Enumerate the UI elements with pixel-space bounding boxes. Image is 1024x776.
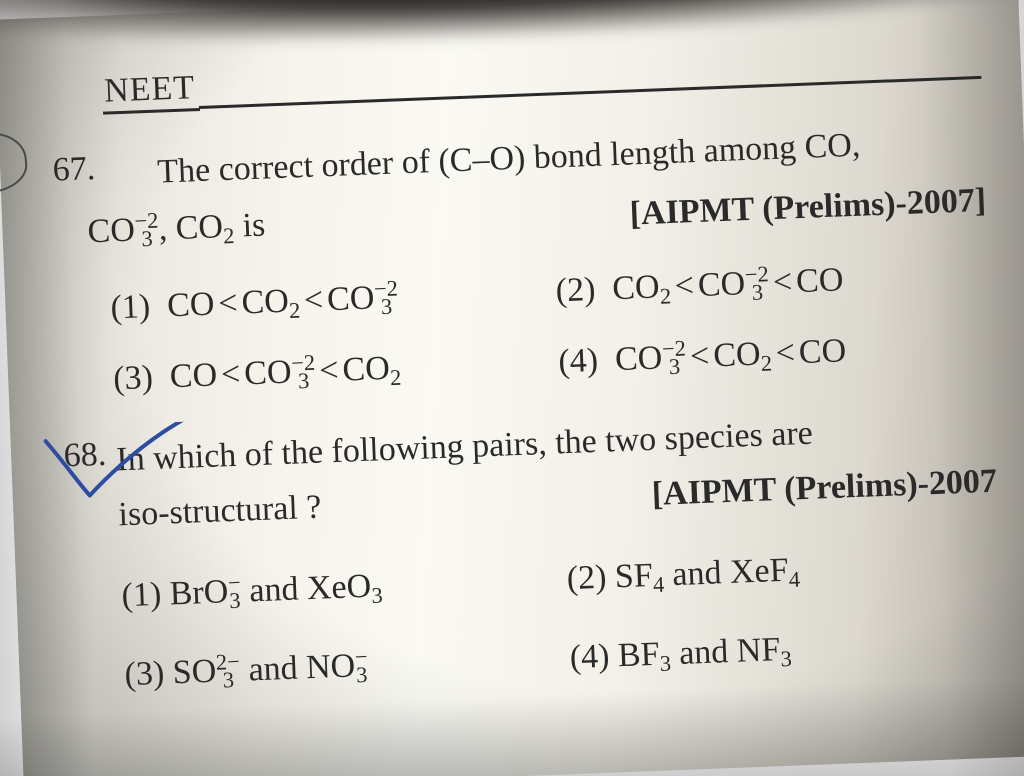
q68-o3-b: and NO: [239, 647, 356, 688]
textbook-page: NEET 67. The correct order of (C–O) bond…: [0, 0, 1024, 776]
q68-o2-a: (2) SF: [566, 557, 653, 597]
q68-o1-a: (1) BrO: [121, 573, 229, 614]
q67-option-1: (1) CO<CO2<CO−23: [110, 266, 545, 334]
carbonate-superscript: −23: [134, 211, 159, 249]
q68-o2-b: and XeF: [663, 551, 789, 593]
question-number-67: 67.: [30, 143, 96, 196]
q67-option-4: (4) CO−23<CO2<CO: [557, 319, 992, 387]
q68-iso: iso-structural ?: [118, 481, 323, 540]
q67-options: (1) CO<CO2<CO−23 (2) CO2<CO−23<CO (3) CO…: [110, 248, 993, 404]
q68-option-3: (3) SO2−3 and NO−3: [124, 632, 559, 700]
q67-cotext-c: is: [233, 206, 266, 244]
question-number-68: 68.: [41, 429, 107, 482]
q68-o3-a: (3) SO: [124, 652, 217, 692]
section-header: NEET: [102, 40, 982, 114]
q67-option-2: (2) CO2<CO−23<CO: [555, 248, 990, 316]
q67-cotext-a: CO: [87, 211, 136, 250]
question-68: 68. In which of the following pairs, the…: [115, 400, 1004, 700]
q68-o4-b: and NF: [670, 631, 781, 672]
q68-o4-a: (4) BF: [569, 635, 660, 675]
header-label: NEET: [102, 70, 200, 114]
co2-sub: 2: [223, 223, 235, 248]
left-vignette: [0, 0, 96, 776]
q68-option-2: (2) SF4 and XeF4: [566, 536, 1001, 604]
q68-option-1: (1) BrO−3 and XeO3: [121, 553, 556, 621]
q68-source: [AIPMT (Prelims)-2007: [651, 455, 998, 519]
header-rule: [199, 76, 982, 109]
question-67: 67. The correct order of (C–O) bond leng…: [104, 115, 992, 405]
q68-options: (1) BrO−3 and XeO3 (2) SF4 and XeF4 (3) …: [121, 536, 1004, 700]
q68-o1-b: and XeO: [240, 567, 372, 609]
q67-cotext-b: , CO: [158, 208, 224, 247]
q67-option-3: (3) CO<CO−23<CO2: [112, 337, 547, 405]
q68-option-4: (4) BF3 and NF3: [569, 615, 1004, 683]
